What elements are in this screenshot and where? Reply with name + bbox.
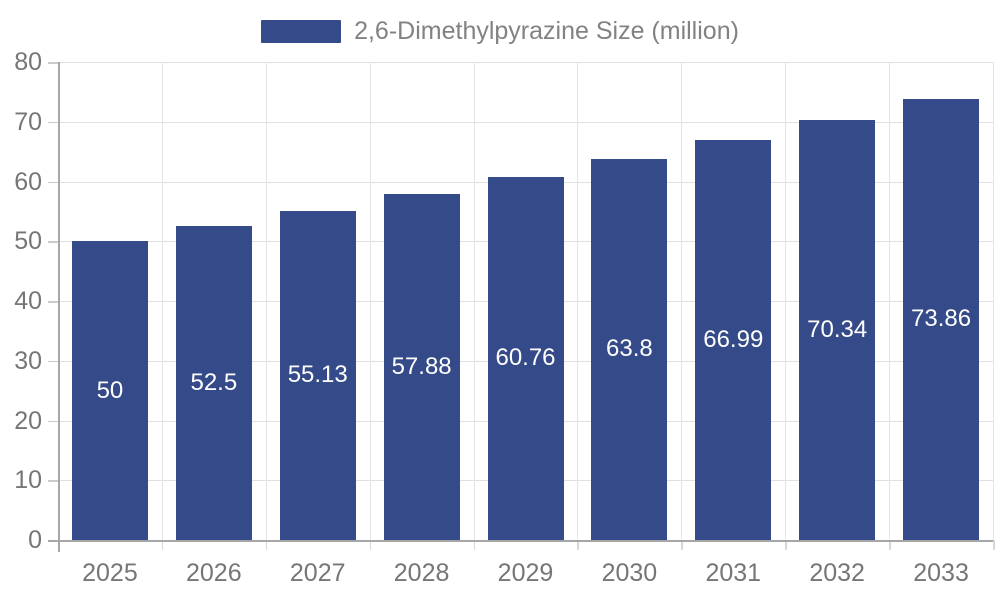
bar-2028[interactable]: 57.88 xyxy=(383,194,460,540)
gridline-vertical xyxy=(785,62,787,540)
x-axis-label-2032: 2032 xyxy=(809,559,865,587)
y-axis-label: 80 xyxy=(14,48,42,76)
y-axis-tick xyxy=(48,62,58,64)
gridline-vertical xyxy=(889,62,891,540)
bar-2030[interactable]: 63.8 xyxy=(591,158,668,540)
x-axis-tick xyxy=(161,540,164,550)
gridline-vertical xyxy=(473,62,475,540)
y-axis-label: 30 xyxy=(14,346,42,375)
bar-value-label: 70.34 xyxy=(807,315,868,343)
y-axis-tick xyxy=(48,360,58,363)
y-axis-tick xyxy=(48,241,58,243)
bar-value-label: 66.99 xyxy=(703,325,764,353)
x-axis-tick xyxy=(785,540,787,550)
y-axis-tick xyxy=(48,121,58,124)
x-axis-label-2030: 2030 xyxy=(601,559,658,587)
gridline-vertical xyxy=(577,62,579,540)
bar-value-label: 57.88 xyxy=(391,353,452,381)
bar-value-label: 63.8 xyxy=(606,335,653,363)
x-axis-tick xyxy=(889,540,891,550)
y-axis-label: 0 xyxy=(28,526,42,554)
bar-2026[interactable]: 52.5 xyxy=(175,226,252,540)
x-axis-label-2029: 2029 xyxy=(497,559,554,587)
x-axis-tick xyxy=(993,540,995,550)
bar-value-label: 60.76 xyxy=(495,344,556,372)
x-axis-tick xyxy=(265,540,268,550)
y-axis-line xyxy=(58,62,60,552)
x-axis-label-2025: 2025 xyxy=(82,559,138,587)
y-axis-tick xyxy=(48,420,58,422)
x-axis-label-2033: 2033 xyxy=(913,559,969,587)
bar-2031[interactable]: 66.99 xyxy=(695,139,772,540)
gridline-vertical xyxy=(161,62,163,540)
x-axis-tick xyxy=(577,540,579,550)
bar-2027[interactable]: 55.13 xyxy=(279,210,356,540)
x-axis-tick xyxy=(369,540,372,550)
gridline-vertical xyxy=(369,62,371,540)
bar-value-label: 52.5 xyxy=(190,369,238,397)
y-axis-label: 10 xyxy=(14,466,42,495)
bar-2025[interactable]: 50 xyxy=(71,241,148,540)
x-axis-label-2026: 2026 xyxy=(186,559,242,587)
bar-value-label: 55.13 xyxy=(287,361,348,389)
y-axis-label: 60 xyxy=(14,167,42,196)
x-axis-tick xyxy=(681,540,683,550)
gridline-vertical xyxy=(993,62,994,540)
gridline-horizontal xyxy=(58,62,993,63)
y-axis-tick xyxy=(48,301,58,303)
bar-value-label: 73.86 xyxy=(911,305,972,333)
gridline-vertical xyxy=(265,62,267,540)
bar-2033[interactable]: 73.86 xyxy=(903,98,980,540)
y-axis-label: 70 xyxy=(14,107,42,136)
x-axis-tick xyxy=(473,540,476,550)
y-axis-label: 40 xyxy=(14,287,42,315)
x-axis-label-2031: 2031 xyxy=(705,559,762,587)
y-axis-tick xyxy=(48,480,58,482)
gridline-vertical xyxy=(681,62,683,540)
bar-2032[interactable]: 70.34 xyxy=(799,119,876,540)
legend-label: 2,6-Dimethylpyrazine Size (million) xyxy=(354,16,739,45)
y-axis-tick xyxy=(48,181,58,183)
y-axis-label: 20 xyxy=(14,406,42,435)
legend-swatch xyxy=(261,19,342,43)
bar-2029[interactable]: 60.76 xyxy=(487,176,564,540)
gridline-horizontal xyxy=(58,121,993,123)
x-axis-label-2028: 2028 xyxy=(393,559,450,587)
x-axis-label-2027: 2027 xyxy=(289,559,346,587)
bar-value-label: 50 xyxy=(96,376,124,404)
x-axis-line xyxy=(48,540,993,542)
legend-item[interactable]: 2,6-Dimethylpyrazine Size (million) xyxy=(0,14,1000,48)
y-axis-label: 50 xyxy=(14,227,42,256)
